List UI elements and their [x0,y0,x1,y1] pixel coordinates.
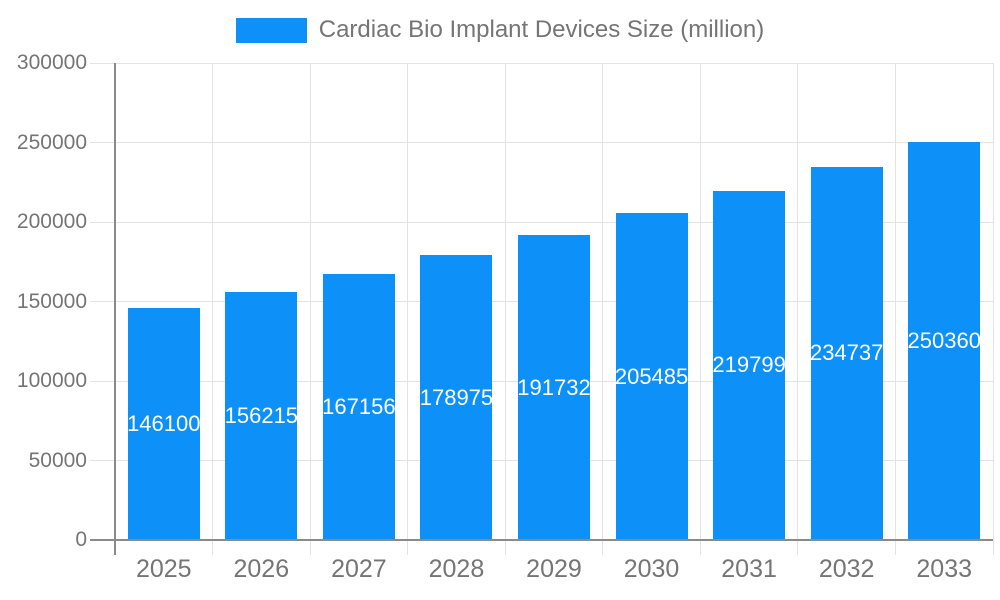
bar[interactable]: 156215 [225,291,298,540]
x-gridline [602,63,604,555]
bar-value-label: 191732 [518,374,590,400]
bar-value-label: 146100 [127,410,200,436]
bar[interactable]: 219799 [713,190,786,540]
y-axis-tick-label: 250000 [16,130,87,154]
x-gridline [894,63,896,555]
y-gridline [90,62,993,64]
x-gridline [797,63,799,555]
bar[interactable]: 146100 [127,307,200,540]
legend-color-swatch [235,17,307,43]
x-axis-tick-label: 2028 [428,555,485,583]
y-gridline [90,142,993,143]
y-axis-line [114,63,116,555]
x-gridline [212,63,214,555]
x-axis-tick-label: 2025 [135,555,192,583]
bar-value-label: 250360 [908,327,981,353]
x-axis-tick-label: 2033 [916,555,973,583]
x-gridline [699,63,701,555]
bar[interactable]: 178975 [420,255,493,540]
bar[interactable]: 191732 [518,235,590,540]
y-axis-tick-label: 150000 [16,289,87,313]
bar-value-label: 234737 [810,340,883,366]
x-axis-line [90,539,993,541]
x-gridline [992,63,994,555]
legend: Cardiac Bio Implant Devices Size (millio… [0,17,1000,43]
bar[interactable]: 250360 [908,141,981,540]
bar-value-label: 219799 [713,352,786,378]
legend-label: Cardiac Bio Implant Devices Size (millio… [318,16,765,43]
y-axis-tick-label: 100000 [16,369,87,392]
y-axis-tick-label: 50000 [28,448,87,472]
x-axis-tick-label: 2026 [233,555,290,583]
x-gridline [504,63,506,555]
x-axis-tick-label: 2029 [526,555,582,583]
x-axis-tick-label: 2030 [623,555,680,583]
x-axis-tick-label: 2032 [818,555,875,583]
bar-value-label: 167156 [322,394,395,420]
x-gridline [309,63,311,555]
y-axis-tick-label: 0 [75,528,87,551]
bar-value-label: 156215 [225,402,298,428]
x-gridline [407,63,409,555]
bar[interactable]: 167156 [322,274,395,540]
bar[interactable]: 234737 [810,166,883,540]
x-axis-tick-label: 2031 [721,555,777,583]
bar-value-label: 178975 [420,384,493,410]
bar[interactable]: 205485 [615,213,688,540]
bar-value-label: 205485 [615,363,688,389]
y-axis-tick-label: 200000 [16,210,87,233]
y-axis-tick-label: 300000 [16,51,87,74]
y-gridline [90,221,993,223]
x-axis-tick-label: 2027 [331,555,387,583]
